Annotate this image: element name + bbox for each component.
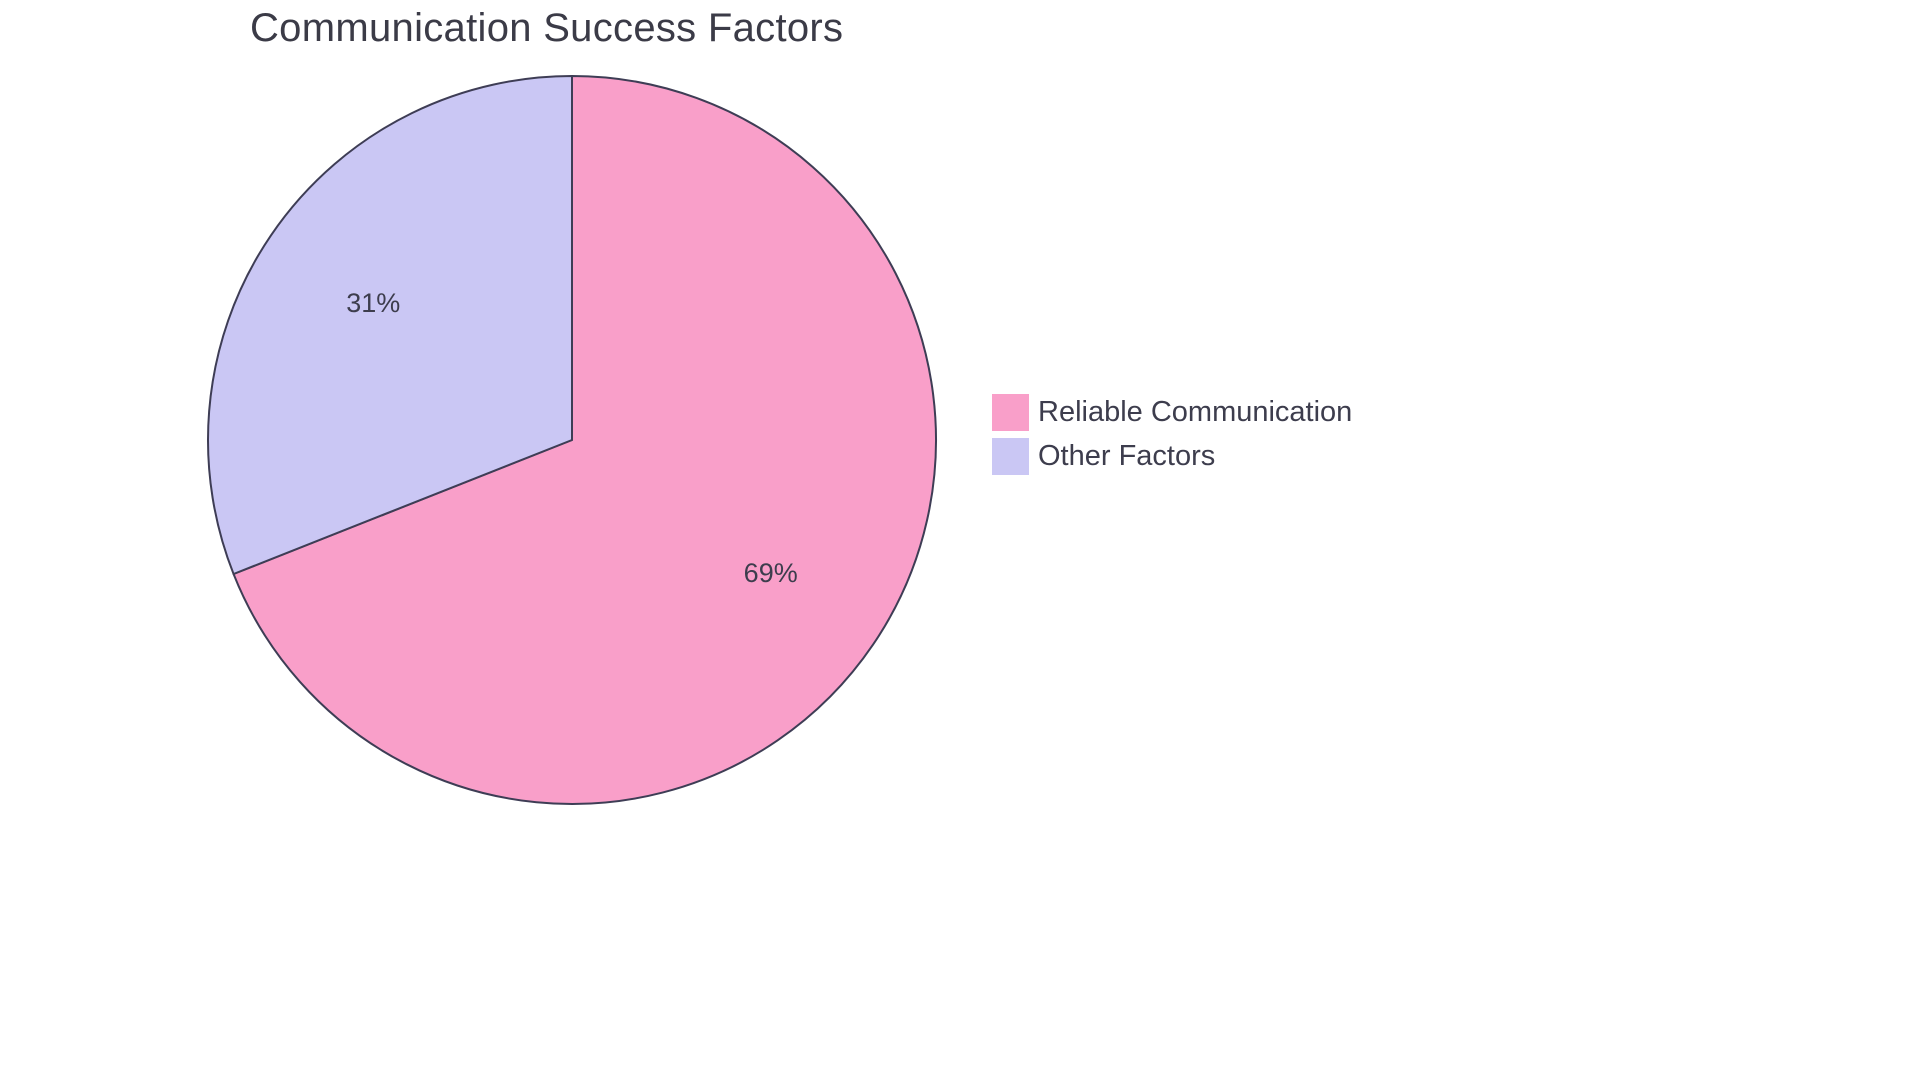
slice-percent-label-0: 69% — [744, 558, 798, 588]
chart-title: Communication Success Factors — [250, 6, 844, 50]
legend-label-0: Reliable Communication — [1038, 396, 1353, 428]
legend-swatch-0 — [992, 394, 1029, 431]
legend-label-1: Other Factors — [1038, 440, 1216, 472]
pie-slice-1 — [207, 75, 573, 575]
legend: Reliable Communication Other Factors — [992, 394, 1352, 475]
legend-swatch-1 — [992, 438, 1029, 475]
legend-item-1: Other Factors — [992, 438, 1352, 475]
pie-slice-0 — [232, 75, 937, 805]
slice-percent-label-1: 31% — [346, 288, 400, 318]
legend-item-0: Reliable Communication — [992, 394, 1352, 431]
